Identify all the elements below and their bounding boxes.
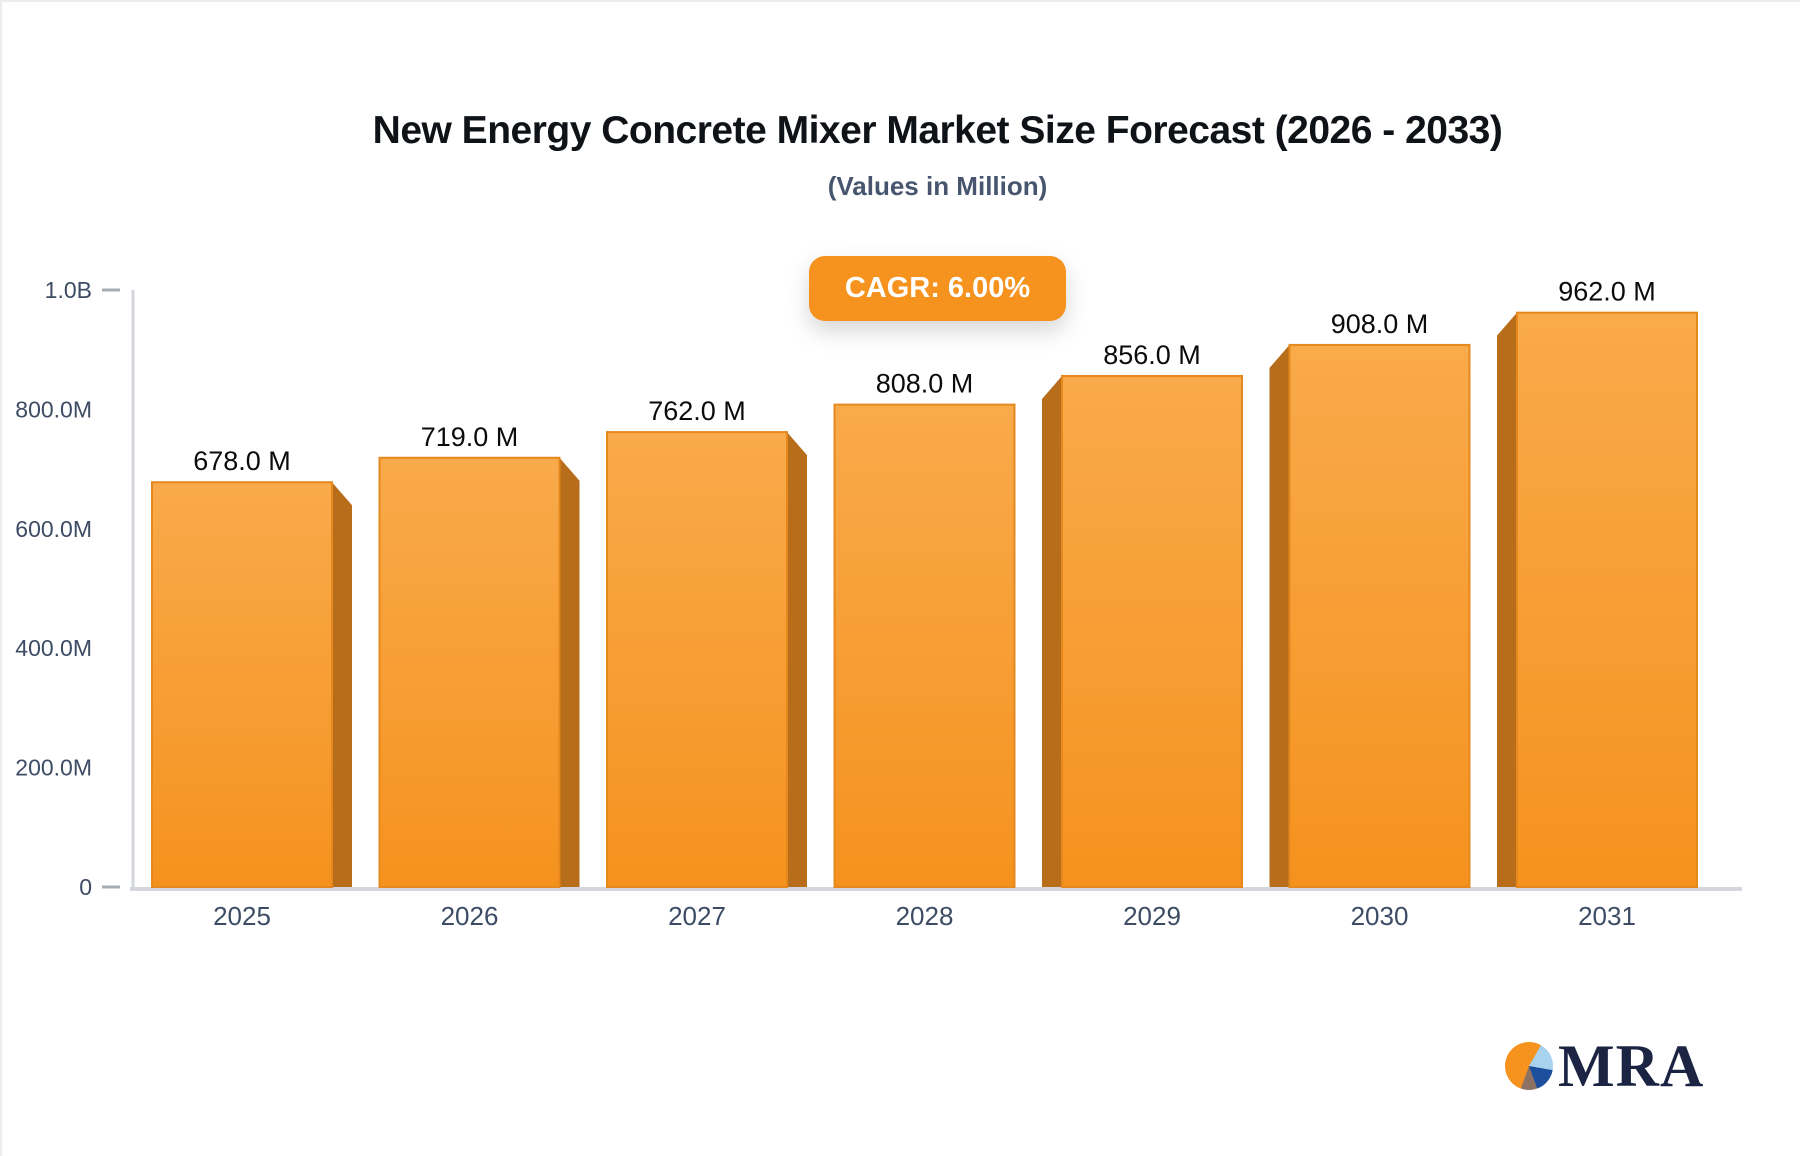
x-axis-label: 2026 <box>441 901 499 931</box>
y-axis-tick <box>102 288 120 292</box>
bar-value-label: 856.0 M <box>1103 340 1201 370</box>
mra-logo: MRA <box>1505 1033 1705 1099</box>
logo-text: MRA <box>1558 1033 1705 1099</box>
bar-face <box>151 481 333 888</box>
bar-face <box>1288 343 1471 888</box>
chart-subtitle: (Values in Million) <box>827 171 1048 201</box>
chart-header: New Energy Concrete Mixer Market Size Fo… <box>133 2 1742 321</box>
y-axis-label: 200.0M <box>15 755 92 781</box>
y-axis-line <box>131 290 135 887</box>
bar-face <box>1516 311 1698 889</box>
bar-side-face <box>559 457 580 887</box>
bar-side-face <box>332 482 352 887</box>
chart-title: New Energy Concrete Mixer Market Size Fo… <box>372 109 1503 152</box>
bar-group-2028[interactable]: 808.0 M <box>833 369 1016 888</box>
bar-face <box>606 431 788 888</box>
bar-value-label: 719.0 M <box>421 422 519 452</box>
y-axis-label: 0 <box>79 874 92 900</box>
bar-value-label: 908.0 M <box>1331 309 1429 339</box>
x-axis-label: 2029 <box>1123 901 1181 931</box>
bar-group-2026[interactable]: 719.0 M <box>378 422 580 888</box>
bar-group-2025[interactable]: 678.0 M <box>151 446 352 888</box>
bar-group-2027[interactable]: 762.0 M <box>606 396 807 888</box>
cagr-badge: CAGR: 6.00% <box>808 256 1067 321</box>
bar-side-face <box>787 432 807 887</box>
bar-side-face <box>1497 312 1517 887</box>
y-axis-label: 600.0M <box>15 516 92 542</box>
bar-group-2030[interactable]: 908.0 M <box>1269 309 1471 888</box>
y-axis-tick <box>102 885 120 889</box>
bar-value-label: 678.0 M <box>193 446 291 476</box>
bar-face <box>833 403 1016 888</box>
bar-face <box>378 456 561 888</box>
y-axis-label: 400.0M <box>15 635 92 661</box>
bar-group-2029[interactable]: 856.0 M <box>1042 340 1243 888</box>
x-axis-label: 2031 <box>1578 901 1636 931</box>
bar-group-2031[interactable]: 962.0 M <box>1497 277 1698 889</box>
x-axis-line <box>130 887 1742 891</box>
bar-face <box>1061 374 1243 888</box>
x-axis-label: 2025 <box>213 901 271 931</box>
y-axis-label: 1.0B <box>45 277 92 303</box>
bar-side-face <box>1269 344 1290 887</box>
bar-side-face <box>1042 375 1062 887</box>
pie-chart-logo-icon <box>1505 1042 1553 1090</box>
bar-value-label: 962.0 M <box>1558 277 1656 307</box>
x-axis-label: 2028 <box>896 901 954 931</box>
y-axis-label: 800.0M <box>15 396 92 422</box>
x-axis-label: 2027 <box>668 901 726 931</box>
x-axis-label: 2030 <box>1351 901 1409 931</box>
bar-value-label: 808.0 M <box>876 369 974 399</box>
cagr-badge-label: CAGR: 6.00% <box>844 272 1031 304</box>
bar-value-label: 762.0 M <box>648 396 746 426</box>
